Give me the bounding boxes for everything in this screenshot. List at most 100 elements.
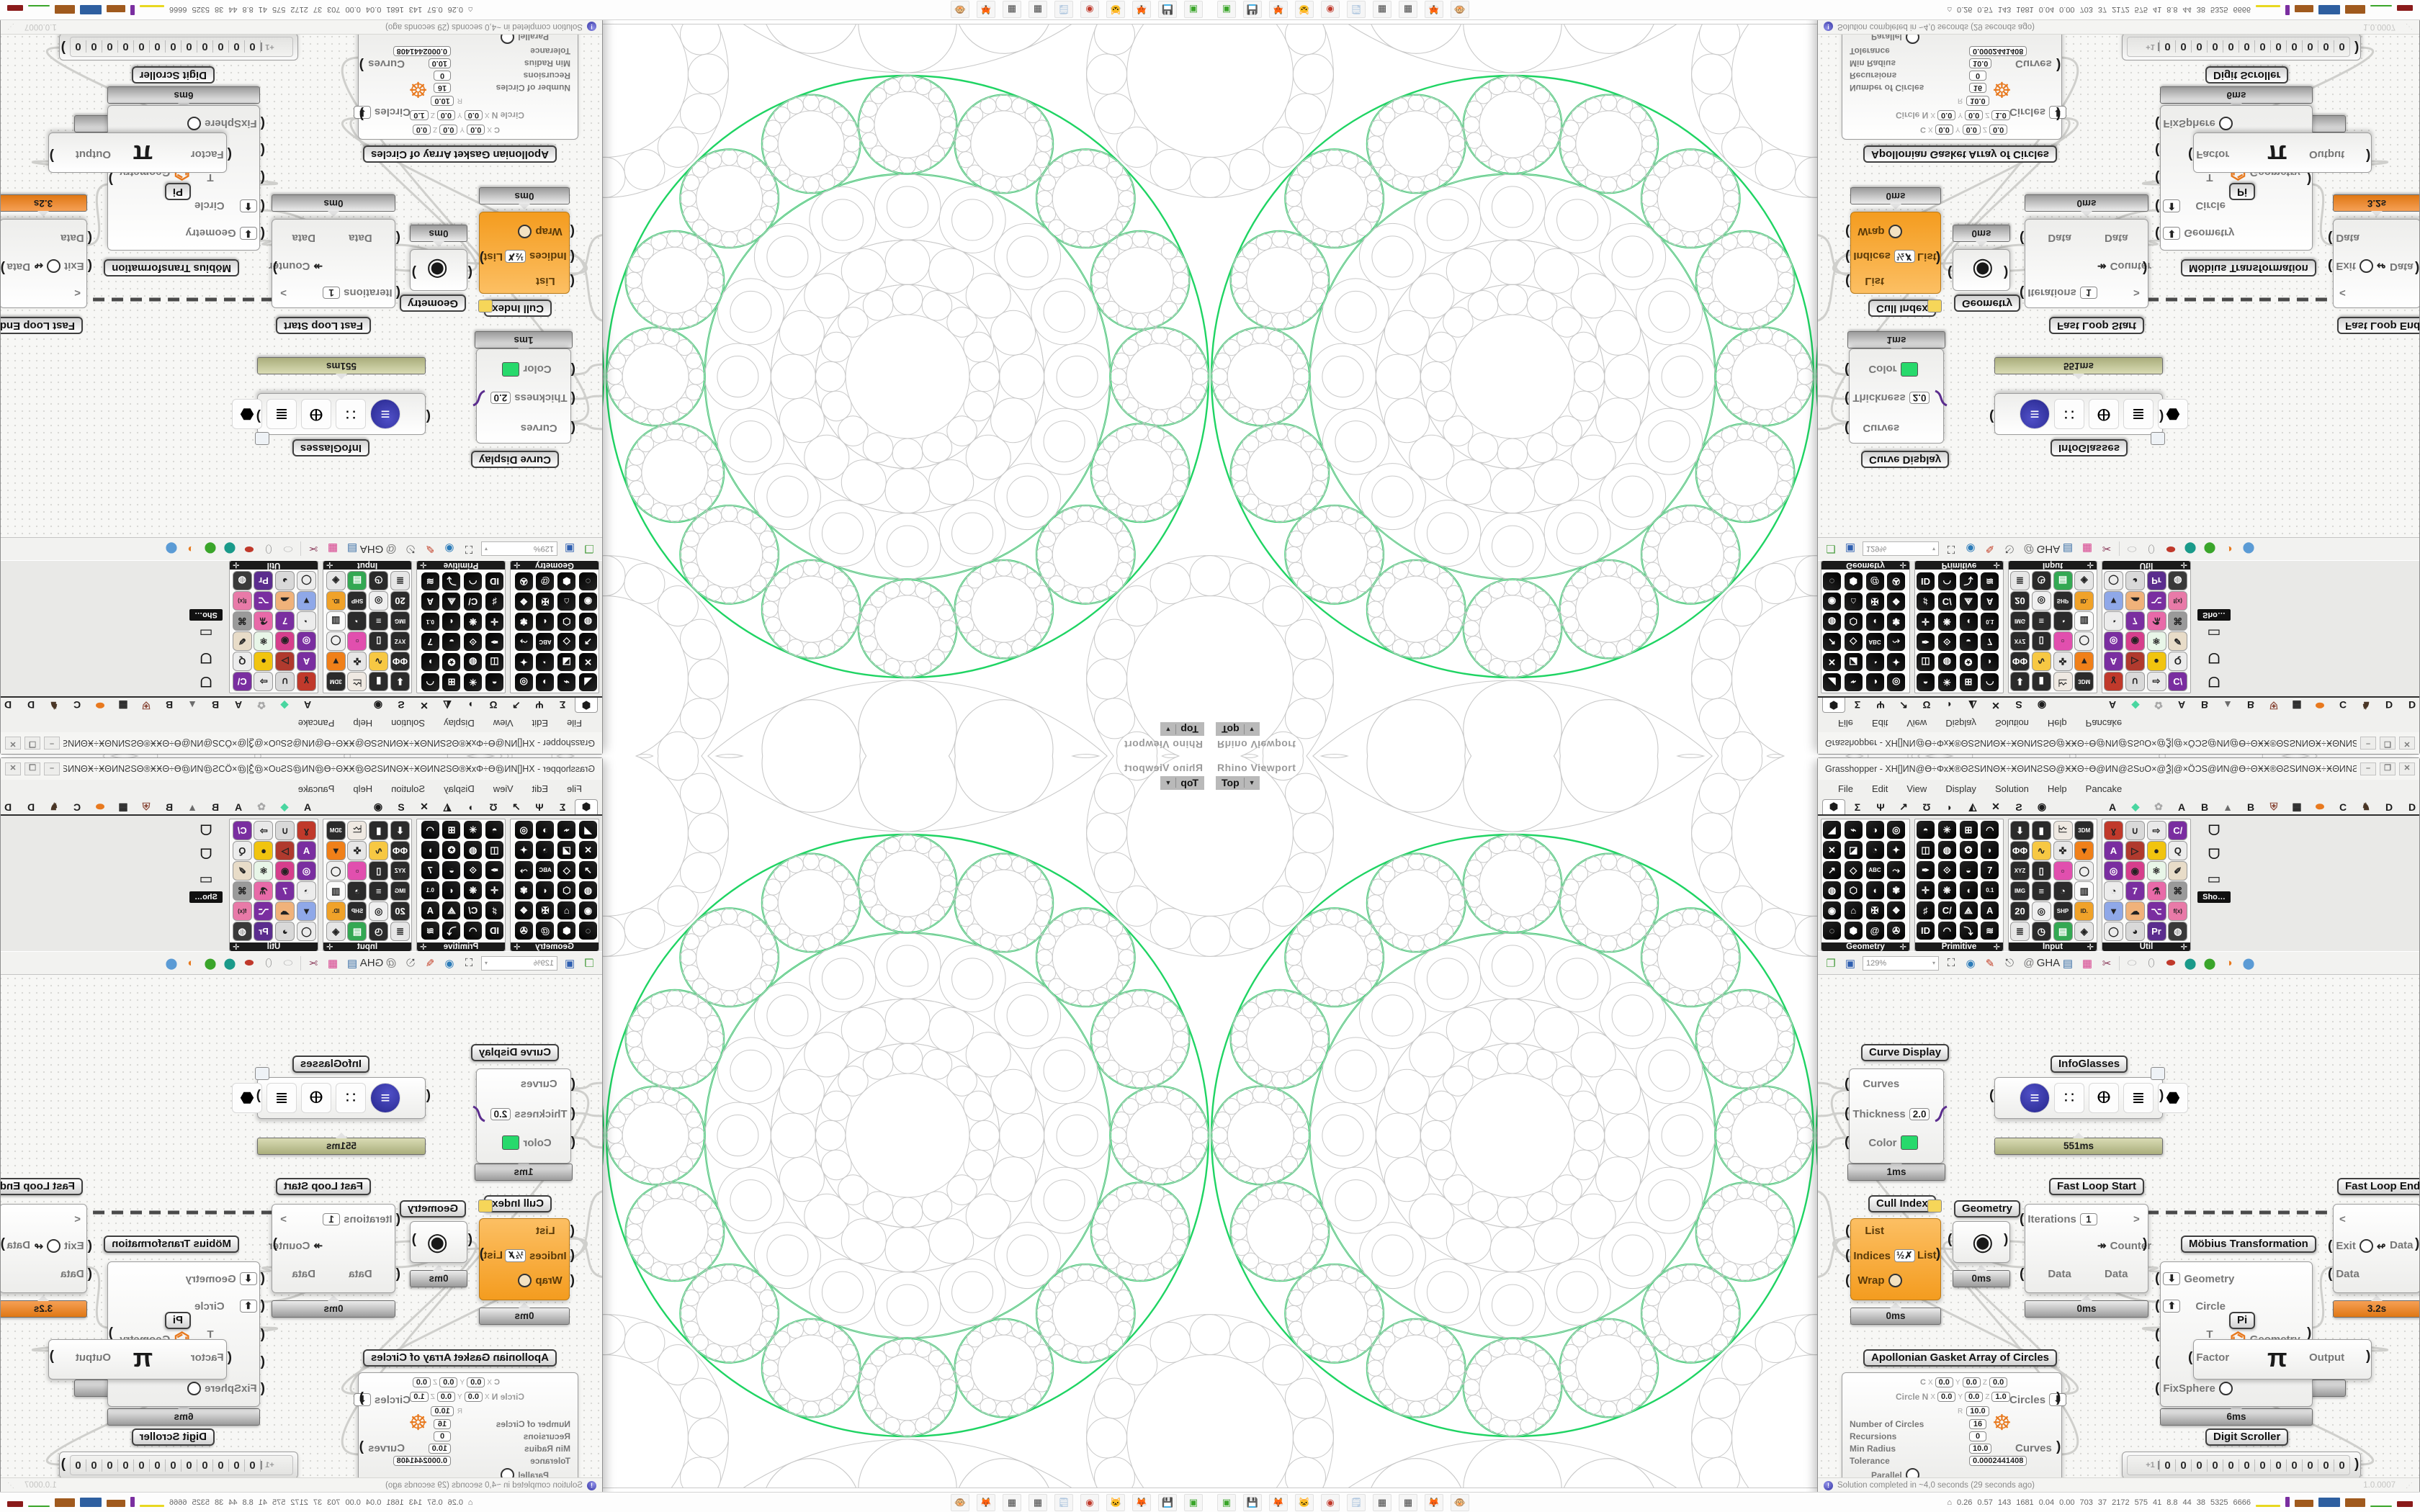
component-icon[interactable]: ⬇ [390, 672, 410, 691]
digit-cell[interactable]: 0 [2223, 1459, 2238, 1472]
tab-category-23[interactable]: D [2408, 801, 2416, 813]
component-icon[interactable]: ◔ [347, 611, 367, 631]
input-port[interactable]: ( [1845, 1135, 1850, 1150]
component-icon[interactable]: ⌂ [557, 901, 576, 919]
input-port[interactable]: ( [2328, 230, 2333, 246]
pi-body[interactable]: (Factor π Output) [48, 1339, 232, 1380]
input-port[interactable]: ( [87, 230, 92, 246]
infoglasses-body[interactable]: (≡ ∷ ⴲ ≣ ⬣) [232, 1077, 431, 1119]
mobius-transformation-body[interactable]: (⬇Geometry(⬆Circle(T(Q0.0(FixSphere⌬Geom… [2155, 105, 2313, 251]
component-icon[interactable]: ▯ [2031, 631, 2051, 651]
digit-cell[interactable]: 0 [86, 40, 102, 53]
component-icon[interactable]: ● [254, 652, 274, 671]
component-icon[interactable]: ID [485, 922, 503, 940]
taskbar-app-5[interactable]: 🗒 [1054, 1, 1073, 18]
component-icon[interactable]: ◔ [1865, 653, 1884, 671]
component-icon[interactable]: ⬢ [1844, 572, 1863, 590]
curve-display-body[interactable]: (Curves (Thickness 2.0 (Color [1845, 348, 1948, 444]
geometry-param-body[interactable]: (◉) [1948, 249, 2010, 291]
menu-item-view[interactable]: View [493, 718, 514, 729]
component-icon[interactable]: ✦ [1887, 841, 1906, 859]
component-icon[interactable]: ▮ [369, 821, 389, 840]
fast-loop-start-label[interactable]: Fast Loop Start [2049, 317, 2145, 334]
tab-category-3[interactable]: ↗ [512, 801, 521, 812]
geometry-param-label[interactable]: Geometry [399, 294, 466, 312]
tab-category-1[interactable]: Σ [1854, 801, 1861, 813]
taskbar-app-4[interactable]: ◉ [1080, 1494, 1099, 1511]
tab-category-11[interactable]: ◆ [2131, 700, 2140, 711]
component-icon[interactable]: ≣ [2010, 571, 2030, 590]
menu-item-help[interactable]: Help [2047, 718, 2067, 729]
component-icon[interactable]: ⌁ [557, 673, 576, 691]
component-icon[interactable]: 🗠 [347, 672, 367, 691]
input-port[interactable]: ( [2155, 143, 2160, 158]
component-icon[interactable]: ▯ [2031, 861, 2051, 881]
wire[interactable] [1818, 363, 1850, 376]
component-icon[interactable]: ✛ [485, 881, 503, 899]
input-port[interactable]: ( [1989, 409, 1994, 424]
preview-mode-icon[interactable]: ⬬ [2166, 957, 2176, 969]
input-port[interactable]: ( [1845, 274, 1850, 289]
component-icon[interactable]: ∿ [369, 652, 389, 671]
component-icon[interactable]: ◓ [1917, 821, 1935, 839]
component-icon[interactable]: ⌂ [1844, 593, 1863, 611]
component-icon[interactable]: ◷ [369, 922, 389, 941]
component-icon[interactable]: ▥ [2074, 881, 2094, 901]
component-icon[interactable]: ⊞ [1959, 821, 1978, 839]
goggles-icon[interactable]: ⴲ [301, 1083, 331, 1113]
tab-category-21[interactable]: ♞ [49, 801, 59, 812]
input-port[interactable]: ( [570, 420, 575, 436]
component-icon[interactable]: Pr [2146, 922, 2166, 941]
component-icon[interactable]: 20 [2010, 901, 2030, 921]
output-port[interactable]: ) [479, 251, 484, 266]
preview-mode-icon[interactable]: ⬯ [265, 957, 272, 969]
digit-cell[interactable]: 0 [166, 40, 182, 53]
component-icon[interactable]: ▤ [2053, 571, 2073, 590]
taskbar-app-7[interactable]: ▦ [1003, 1494, 1021, 1511]
wire[interactable] [1818, 1081, 1850, 1090]
component-icon[interactable]: ✇ [1887, 922, 1906, 940]
tab-category-12[interactable]: ✿ [257, 801, 266, 812]
component-icon[interactable]: ✒ [1917, 861, 1935, 879]
ribbon-group-label[interactable]: Util ✛ [2102, 560, 2190, 570]
preview-mode-icon[interactable]: ⬤ [2184, 957, 2197, 970]
component-icon[interactable]: ▼ [2104, 901, 2123, 921]
geometry-param-label[interactable]: Geometry [399, 1200, 466, 1218]
component-icon[interactable]: ∪ [2125, 672, 2145, 691]
ribbon-group-label[interactable]: Input ✛ [2009, 560, 2097, 570]
component-icon[interactable]: 20 [2010, 591, 2030, 611]
grid-icon[interactable]: ∷ [2054, 399, 2084, 429]
ribbon-group-label[interactable]: Input ✛ [2009, 942, 2097, 952]
preview-mode-icon[interactable]: ⬤ [2242, 957, 2255, 970]
component-icon[interactable]: ⌥ [254, 901, 274, 921]
save-file-icon[interactable]: ▣ [1845, 957, 1856, 970]
component-icon[interactable]: ✐ [232, 861, 252, 881]
tab-category-13[interactable]: A [234, 699, 243, 711]
component-icon[interactable]: ⇨ [2146, 821, 2166, 840]
component-icon[interactable]: ✦ [514, 841, 533, 859]
input-port[interactable]: ( [426, 409, 431, 424]
wire[interactable] [259, 239, 274, 246]
digit-cell[interactable]: 0 [150, 1459, 166, 1472]
input-port[interactable]: ( [260, 116, 265, 132]
input-port[interactable]: ( [2020, 285, 2025, 301]
infoglasses-label[interactable]: InfoGlasses [292, 1056, 369, 1073]
component-icon[interactable]: ❖ [514, 901, 533, 919]
component-icon[interactable]: ⤵ [442, 922, 461, 940]
wire[interactable] [1942, 1240, 2071, 1395]
component-icon[interactable]: ● [2146, 652, 2166, 671]
component-icon[interactable]: ✛ [1917, 613, 1935, 631]
component-icon[interactable]: ⌂ [1844, 901, 1863, 919]
taskbar-app-1[interactable]: 💾 [1243, 1, 1262, 18]
goggles-icon[interactable]: ⴲ [2089, 399, 2119, 429]
output-port[interactable]: ) [272, 1236, 277, 1251]
taskbar-app-5[interactable]: 🗒 [1054, 1494, 1073, 1511]
goggles-icon[interactable]: ᗜ [200, 822, 212, 839]
component-icon[interactable]: ◍ [1937, 653, 1956, 671]
component-icon[interactable]: ◯ [297, 922, 316, 941]
show-dropdown[interactable]: Sho… [189, 891, 223, 903]
component-icon[interactable]: ▯ [369, 861, 389, 881]
component-icon[interactable]: f(x) [2168, 591, 2188, 611]
component-icon[interactable]: ⌂ [557, 593, 576, 611]
apollonian-gasket-label[interactable]: Apollonian Gasket Array of Circles [1863, 145, 2058, 163]
